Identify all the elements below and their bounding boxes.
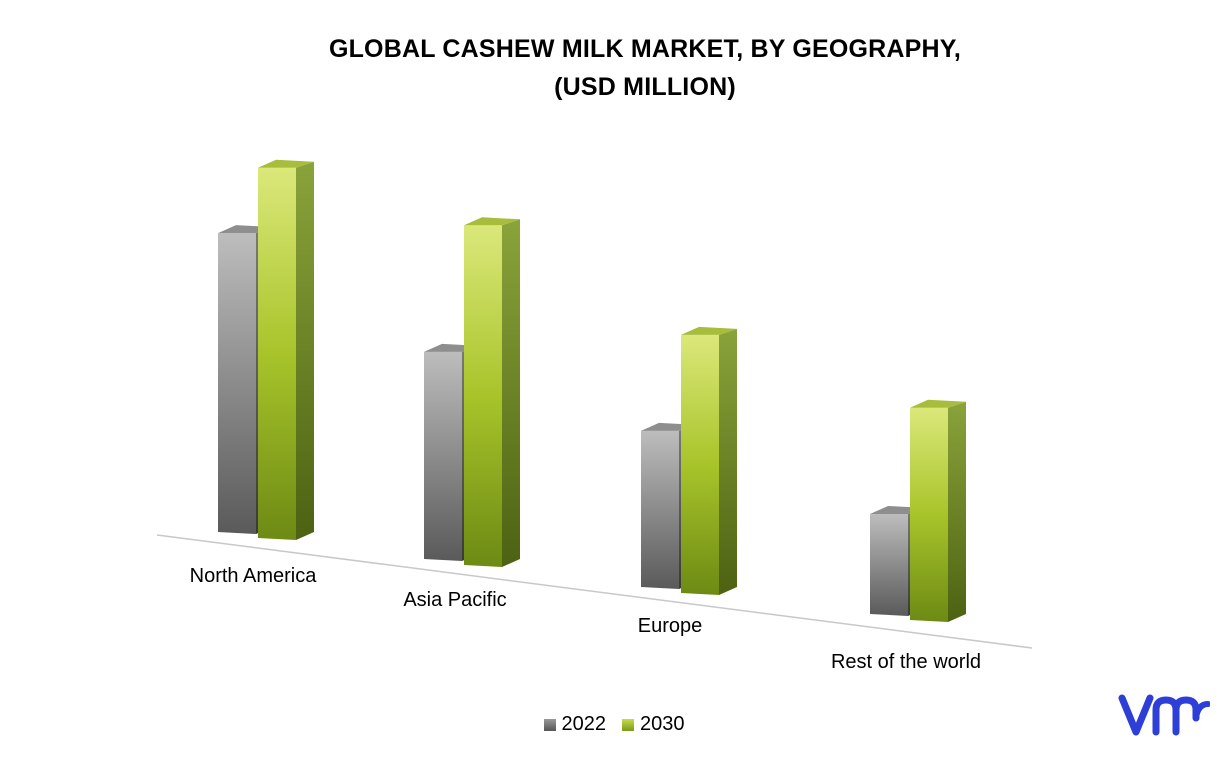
- category-label-north-america: North America: [190, 565, 318, 587]
- bar-2030-north-america: [258, 159, 314, 540]
- category-label-asia-pacific: Asia Pacific: [403, 589, 506, 611]
- chart-title: GLOBAL CASHEW MILK MARKET, BY GEOGRAPHY,…: [0, 30, 1220, 106]
- legend: 2022 2030: [0, 713, 1220, 736]
- legend-item-2030: 2030: [622, 713, 685, 736]
- category-label-europe: Europe: [638, 615, 703, 637]
- vmr-logo: [1118, 694, 1210, 736]
- legend-swatch-2022: [543, 718, 556, 731]
- bar-2030-europe: [681, 326, 737, 595]
- floor-line: [156, 534, 1033, 649]
- category-label-rest-of-the-world: Rest of the world: [831, 651, 981, 673]
- chart-title-line2: (USD MILLION): [554, 73, 736, 101]
- legend-item-2022: 2022: [543, 713, 607, 736]
- bar-2030-asia-pacific: [464, 217, 520, 568]
- bar-2030-rest-of-the-world: [910, 399, 966, 622]
- legend-label-2022: 2022: [561, 713, 607, 735]
- legend-swatch-2030: [622, 718, 634, 731]
- legend-label-2030: 2030: [640, 713, 685, 735]
- chart-title-line1: GLOBAL CASHEW MILK MARKET, BY GEOGRAPHY,: [328, 35, 962, 63]
